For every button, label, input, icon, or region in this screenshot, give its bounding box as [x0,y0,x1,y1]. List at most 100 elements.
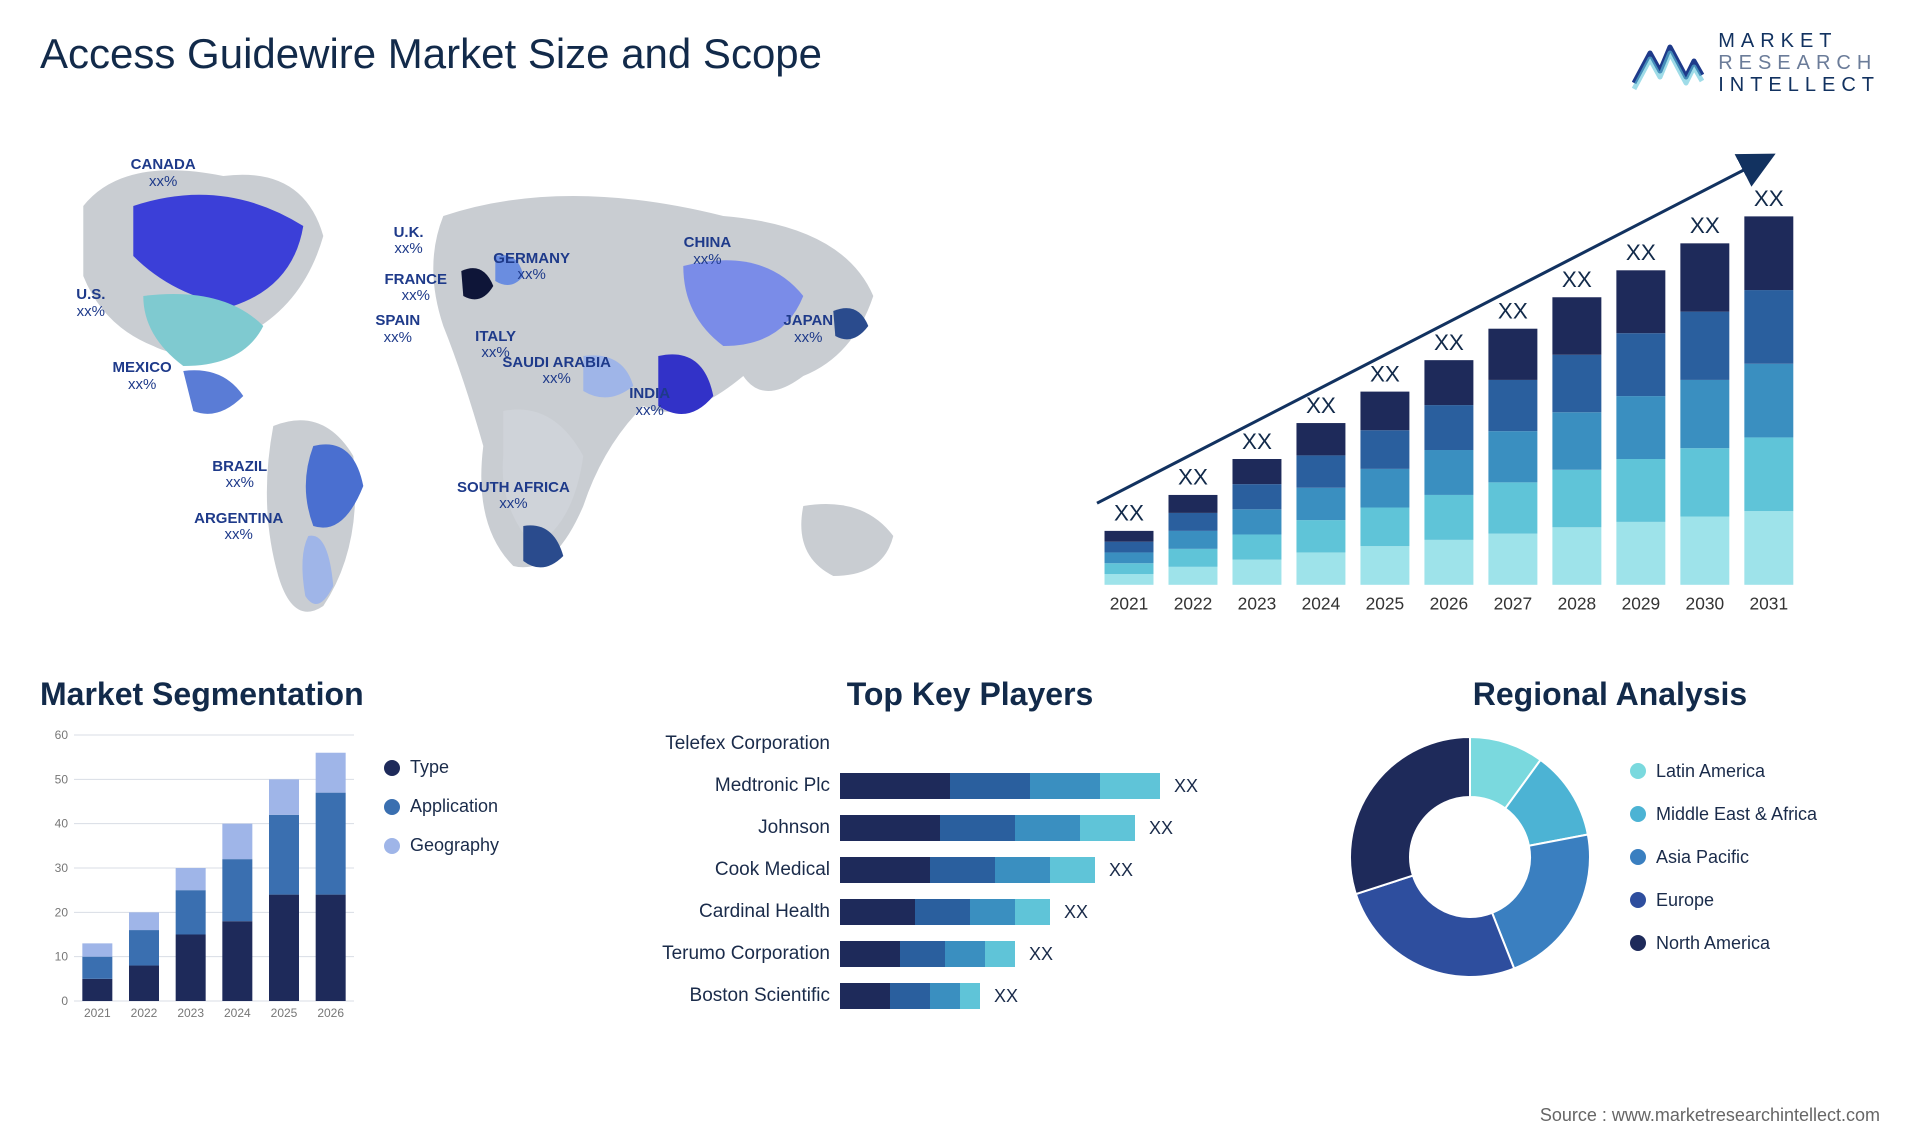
regional-legend: Latin America Middle East & Africa Asia Pa… [1630,761,1817,954]
growth-chart: XX 2021 XX 2022 XX 2023 XX 2024 XX 2025 XX 2026 XX 20… [997,126,1880,646]
player-row: Terumo Corporation XX [630,937,1310,971]
legend-item: Asia Pacific [1630,847,1817,868]
svg-text:2027: 2027 [1493,593,1532,613]
svg-text:40: 40 [55,817,69,831]
svg-text:XX: XX [1561,267,1591,292]
svg-text:2021: 2021 [84,1006,111,1020]
legend-item: North America [1630,933,1817,954]
svg-text:0: 0 [61,994,68,1008]
map-label: CANADAxx% [131,157,196,190]
player-name: Boston Scientific [630,985,840,1007]
player-name: Telefex Corporation [630,733,840,755]
map-label: JAPANxx% [783,313,833,346]
regional-title: Regional Analysis [1340,676,1880,713]
player-bar [840,815,1135,841]
map-label: SPAINxx% [375,313,420,346]
svg-text:50: 50 [55,772,69,786]
player-row: Boston Scientific XX [630,979,1310,1013]
svg-text:2021: 2021 [1109,593,1148,613]
svg-text:30: 30 [55,861,69,875]
map-label: U.K.xx% [394,225,424,258]
svg-text:2026: 2026 [317,1006,344,1020]
svg-text:2023: 2023 [1237,593,1276,613]
map-label: GERMANYxx% [493,251,570,284]
map-label: U.S.xx% [76,287,105,320]
legend-item: Middle East & Africa [1630,804,1817,825]
logo-line3: INTELLECT [1718,74,1880,96]
svg-text:2025: 2025 [271,1006,298,1020]
map-label: SAUDI ARABIAxx% [502,355,611,388]
world-map: CANADAxx%U.S.xx%MEXICOxx%BRAZILxx%ARGENT… [40,126,947,646]
player-bar [840,857,1095,883]
svg-text:2026: 2026 [1429,593,1468,613]
svg-text:2024: 2024 [224,1006,251,1020]
player-row: JohnsonXX [630,811,1310,845]
brand-logo: MARKET RESEARCH INTELLECT [1632,30,1880,96]
svg-text:2028: 2028 [1557,593,1596,613]
svg-text:2031: 2031 [1749,593,1788,613]
svg-text:2022: 2022 [1173,593,1212,613]
regional-panel: Regional Analysis Latin America Middle Ea… [1340,676,1880,1056]
svg-text:2030: 2030 [1685,593,1724,613]
logo-line2: RESEARCH [1718,52,1880,74]
segmentation-title: Market Segmentation [40,676,600,713]
svg-text:XX: XX [1498,299,1528,324]
svg-text:XX: XX [1625,240,1655,265]
players-body: Telefex Corporation Medtronic Plc XX Johnso… [630,727,1310,1013]
player-bar [840,941,1015,967]
growth-chart-svg: XX 2021 XX 2022 XX 2023 XX 2024 XX 2025 XX 2026 XX 20… [1007,136,1870,646]
svg-text:XX: XX [1689,213,1719,238]
map-label: CHINAxx% [684,235,732,268]
player-bar [840,983,980,1009]
svg-text:2029: 2029 [1621,593,1660,613]
player-value: XX [1015,944,1053,965]
source-text: Source : www.marketresearchintellect.com [1540,1105,1880,1126]
map-label: SOUTH AFRICAxx% [457,480,570,513]
svg-text:2023: 2023 [177,1006,204,1020]
svg-text:2022: 2022 [131,1006,158,1020]
map-label: INDIAxx% [629,386,670,419]
svg-text:XX: XX [1370,361,1400,386]
map-label: BRAZILxx% [212,459,267,492]
player-name: Cook Medical [630,859,840,881]
logo-icon [1632,33,1704,93]
player-row: Medtronic Plc XX [630,769,1310,803]
players-panel: Top Key Players Telefex Corporation Medtr… [630,676,1310,1056]
svg-text:XX: XX [1114,501,1144,526]
svg-text:XX: XX [1434,330,1464,355]
legend-item: Geography [384,835,499,856]
player-name: Johnson [630,817,840,839]
player-value: XX [980,986,1018,1007]
svg-text:20: 20 [55,905,69,919]
player-name: Medtronic Plc [630,775,840,797]
player-value: XX [1160,776,1198,797]
legend-item: Europe [1630,890,1817,911]
donut-chart-svg [1340,727,1600,987]
legend-item: Application [384,796,499,817]
segmentation-chart-svg: 0 10 20 30 40 50 60 2021 2022 2023 2024 2025 2026 [40,727,360,1027]
page-title: Access Guidewire Market Size and Scope [40,30,822,78]
world-map-svg [40,126,947,646]
player-name: Terumo Corporation [630,943,840,965]
svg-text:XX: XX [1178,465,1208,490]
segmentation-panel: Market Segmentation 0 10 20 30 40 50 60 2021 202… [40,676,600,1056]
legend-item: Type [384,757,499,778]
player-bar [840,773,1160,799]
svg-text:XX: XX [1242,429,1272,454]
map-label: FRANCExx% [384,272,447,305]
svg-text:10: 10 [55,950,69,964]
svg-text:2025: 2025 [1365,593,1404,613]
svg-text:XX: XX [1753,186,1783,211]
map-label: MEXICOxx% [113,360,172,393]
player-row: Telefex Corporation [630,727,1310,761]
players-title: Top Key Players [630,676,1310,713]
player-value: XX [1050,902,1088,923]
player-row: Cardinal HealthXX [630,895,1310,929]
legend-item: Latin America [1630,761,1817,782]
svg-text:60: 60 [55,728,69,742]
svg-text:2024: 2024 [1301,593,1340,613]
player-value: XX [1095,860,1133,881]
svg-text:XX: XX [1306,393,1336,418]
player-row: Cook Medical XX [630,853,1310,887]
segmentation-legend: Type Application Geography [384,727,499,1027]
